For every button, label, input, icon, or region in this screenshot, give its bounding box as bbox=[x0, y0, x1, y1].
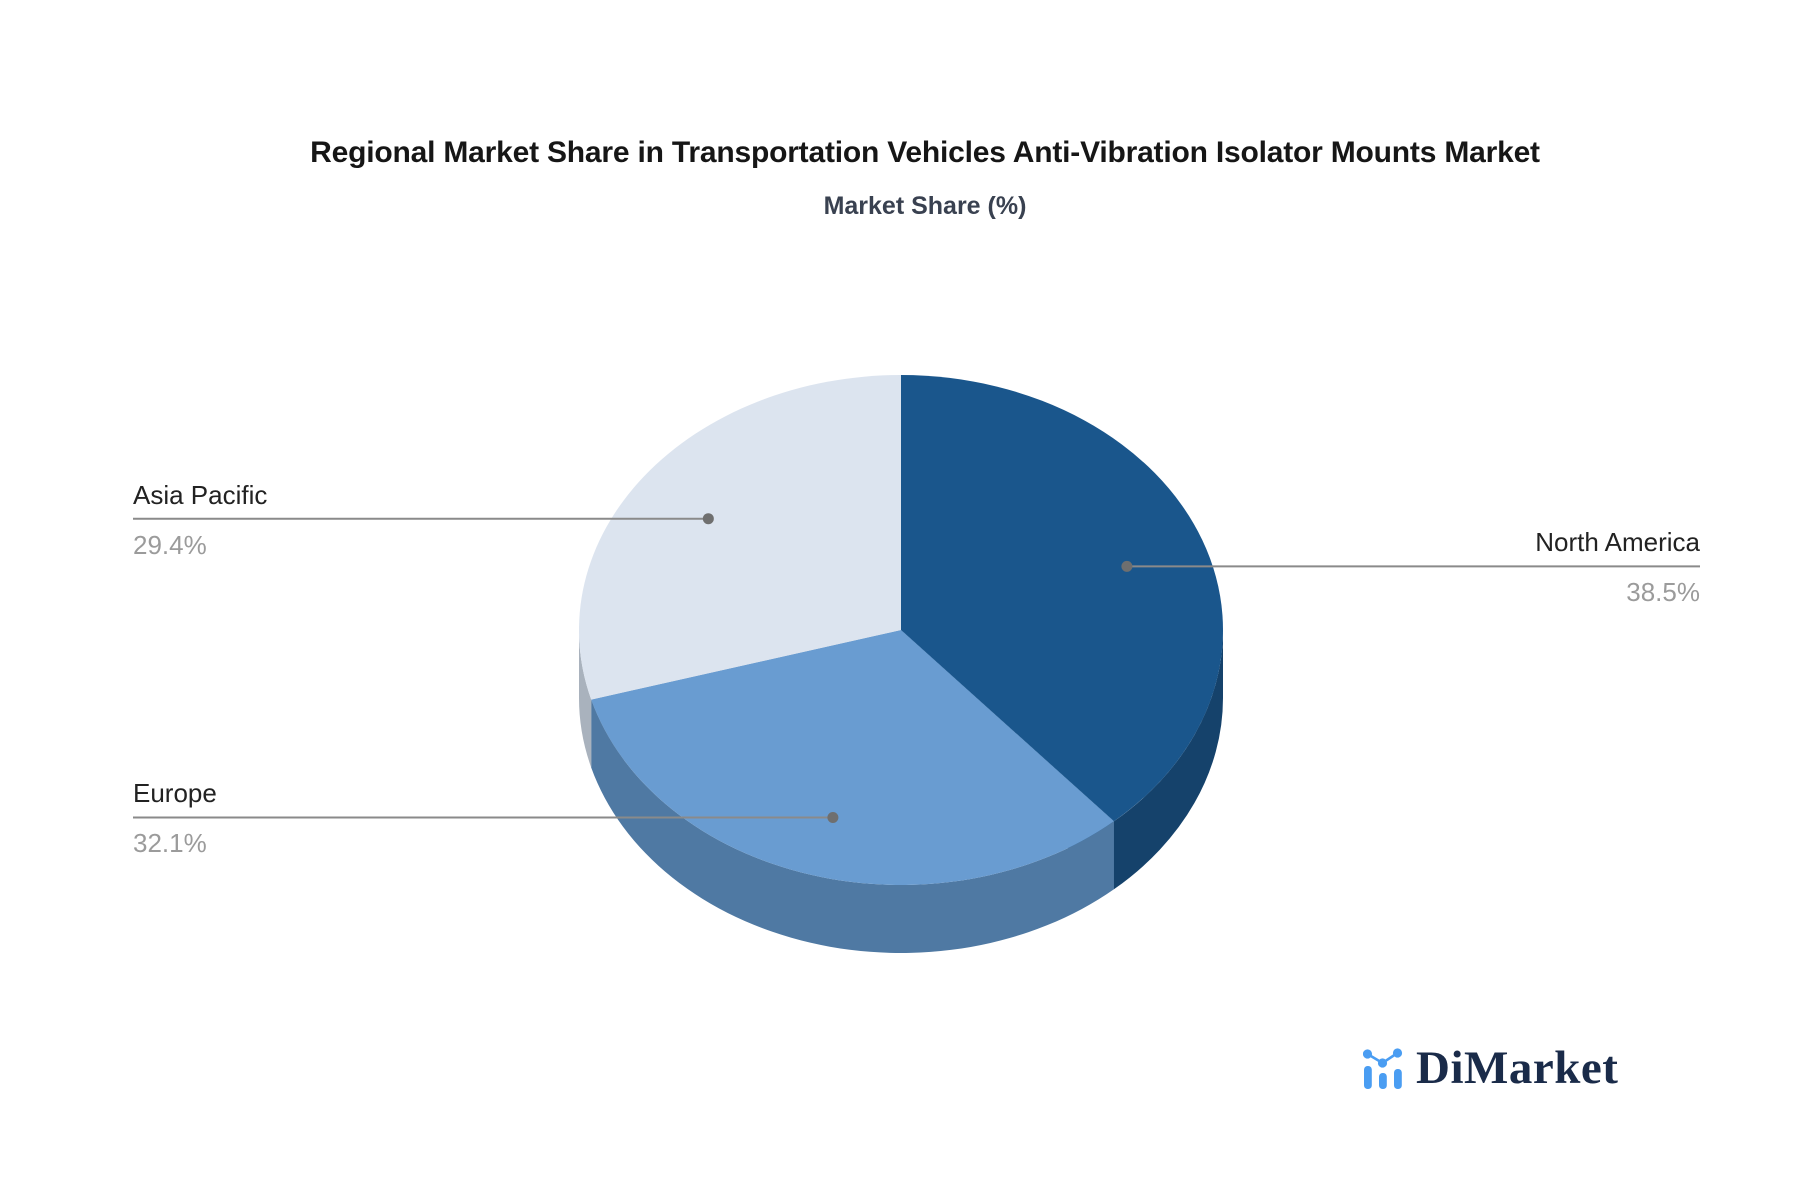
leader-dot-asia-pacific bbox=[702, 513, 714, 525]
slice-pct-0: 38.5% bbox=[1626, 577, 1700, 608]
pie-side-europe bbox=[591, 699, 1114, 953]
leader-dot-europe bbox=[827, 811, 839, 823]
slice-pct-1: 32.1% bbox=[133, 828, 207, 859]
bar-chart-icon bbox=[1363, 1048, 1403, 1089]
slice-name-1: Europe bbox=[133, 778, 217, 809]
logo-text: DiMarket bbox=[1416, 1042, 1619, 1094]
pie-slice-europe[interactable] bbox=[591, 630, 1114, 886]
slice-name-0: North America bbox=[1535, 527, 1700, 558]
chart-subtitle: Market Share (%) bbox=[823, 192, 1027, 220]
slice-pct-2: 29.4% bbox=[133, 529, 207, 560]
chart-title: Regional Market Share in Transportation … bbox=[310, 136, 1540, 169]
slice-name-2: Asia Pacific bbox=[133, 479, 268, 510]
pie-slice-asia-pacific[interactable] bbox=[579, 375, 901, 700]
pie-side-north-america bbox=[1113, 630, 1223, 890]
leader-dot-north-america bbox=[1121, 560, 1133, 572]
pie-slice-north-america[interactable] bbox=[901, 375, 1224, 822]
pie-side-asia-pacific bbox=[579, 630, 592, 768]
dimarket-logo: DiMarket bbox=[1363, 1041, 1618, 1095]
